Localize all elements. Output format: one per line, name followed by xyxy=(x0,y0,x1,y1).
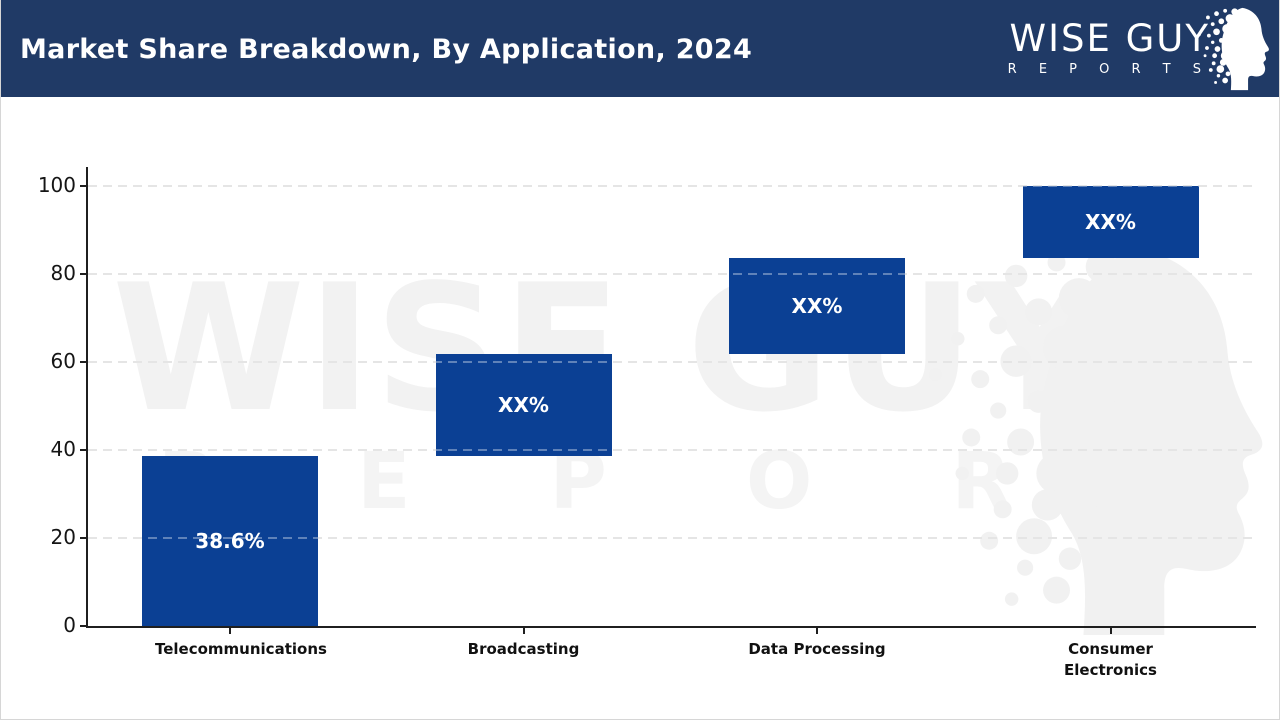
bar-value-label: XX% xyxy=(1085,209,1136,234)
bar-consumer-electronics: XX% xyxy=(1022,186,1199,258)
brand-subtitle: R E P O R T S xyxy=(1007,62,1210,77)
gridline-overlay xyxy=(88,537,1258,539)
bar-telecommunications: 38.6% xyxy=(142,456,318,626)
x-tick-mark xyxy=(816,626,818,634)
gridline-overlay xyxy=(88,449,1258,451)
bar-value-label: XX% xyxy=(791,293,843,318)
dotted-head-icon xyxy=(1197,7,1269,91)
gridline-overlay xyxy=(88,185,1258,187)
x-tick-label-telecommunications: Telecommunications xyxy=(155,640,327,658)
bar-value-label: 38.6% xyxy=(195,529,265,554)
page-title: Market Share Breakdown, By Application, … xyxy=(20,34,753,65)
y-tick-label-0: 0 xyxy=(63,613,76,637)
y-tick-label-20: 20 xyxy=(50,525,76,549)
brand-name: WISE GUY xyxy=(1009,17,1210,60)
x-tick-mark xyxy=(1109,626,1112,634)
y-tick-label-40: 40 xyxy=(50,437,76,461)
gridline xyxy=(88,185,1258,187)
gridline xyxy=(88,537,1258,539)
y-tick-label-80: 80 xyxy=(50,261,76,285)
brand-logo-text: WISE GUY R E P O R T S xyxy=(1008,19,1210,79)
y-tick-mark xyxy=(80,537,87,539)
y-axis xyxy=(86,167,88,628)
gridline-overlay xyxy=(88,361,1258,363)
bar-data-processing: XX% xyxy=(729,257,905,355)
x-tick-label-data-processing: Data Processing xyxy=(748,640,886,658)
y-tick-mark xyxy=(80,361,87,363)
gridline xyxy=(88,361,1258,363)
gridline-overlay xyxy=(88,273,1258,275)
x-tick-label-consumer-electronics: Consumer Electronics xyxy=(1064,640,1157,679)
y-tick-mark xyxy=(80,273,87,275)
gridline xyxy=(88,273,1258,275)
y-tick-label-60: 60 xyxy=(50,349,76,373)
x-tick-label-broadcasting: Broadcasting xyxy=(467,640,580,658)
x-tick-mark xyxy=(229,626,231,634)
header-bar: Market Share Breakdown, By Application, … xyxy=(0,0,1280,97)
x-axis xyxy=(86,626,1256,628)
bar-broadcasting: XX% xyxy=(435,354,612,457)
y-tick-mark xyxy=(80,625,87,627)
brand-logo: WISE GUY R E P O R T S xyxy=(1008,4,1272,94)
bar-value-label: XX% xyxy=(498,393,549,418)
y-tick-mark xyxy=(80,449,87,451)
y-tick-mark xyxy=(80,185,87,187)
gridline xyxy=(88,449,1258,451)
y-tick-label-100: 100 xyxy=(37,173,76,197)
x-tick-mark xyxy=(522,626,525,634)
